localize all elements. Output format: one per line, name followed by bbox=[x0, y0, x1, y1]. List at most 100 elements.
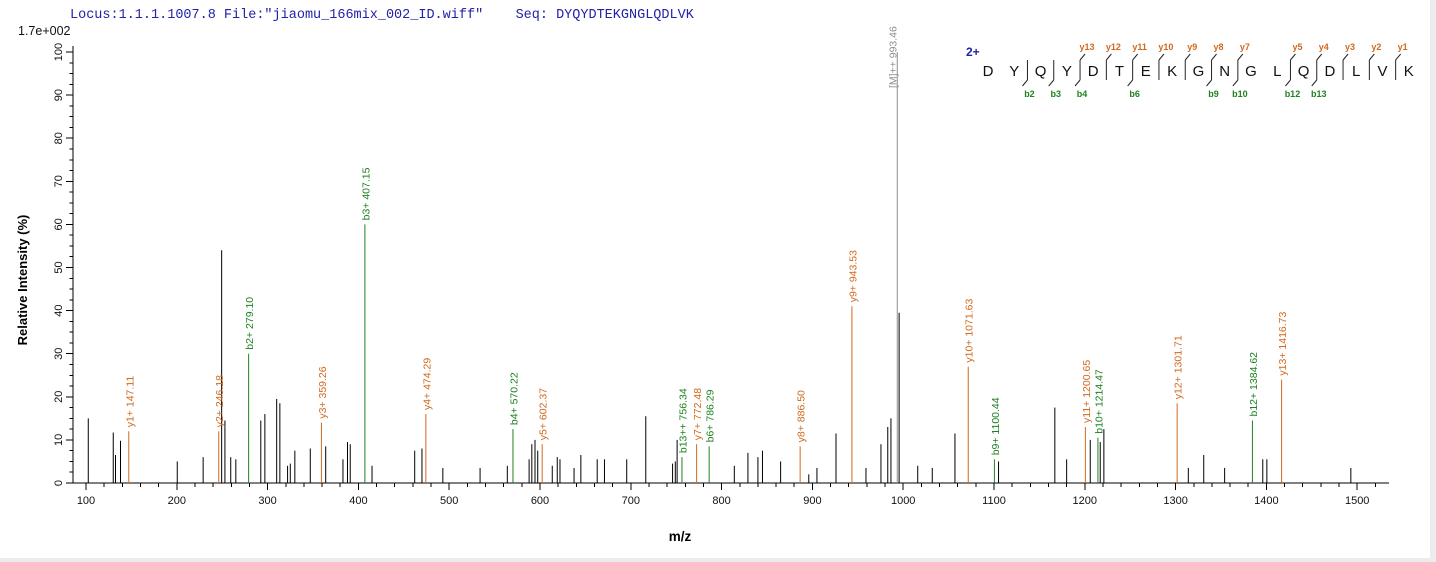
peak-label-b: b4+ 570.22 bbox=[508, 372, 520, 425]
y-ion-label: y2 bbox=[1371, 42, 1381, 52]
x-axis-tick-label: 500 bbox=[440, 495, 458, 507]
y-ion-label: y11 bbox=[1132, 42, 1147, 52]
b-ion-label: b3 bbox=[1050, 89, 1061, 99]
y-axis-tick-label: 80 bbox=[53, 132, 65, 144]
y-ion-label: y8 bbox=[1214, 42, 1224, 52]
y-ion-label: y9 bbox=[1187, 42, 1197, 52]
x-axis-tick-label: 1500 bbox=[1345, 495, 1369, 507]
x-axis-title: m/z bbox=[669, 529, 692, 544]
y-ion-label: y5 bbox=[1292, 42, 1302, 52]
peak-label-b: b13++ 756.34 bbox=[677, 388, 689, 453]
y-axis-tick-label: 30 bbox=[53, 348, 65, 360]
y-axis-title: Relative Intensity (%) bbox=[15, 215, 30, 346]
x-axis-tick-label: 1000 bbox=[891, 495, 915, 507]
b-ion-label: b13 bbox=[1311, 89, 1327, 99]
peak-label-b: b2+ 279.10 bbox=[244, 297, 256, 350]
y-axis-tick-label: 100 bbox=[53, 43, 65, 61]
peptide-residue: G bbox=[1193, 63, 1205, 80]
peak-label-b: b12+ 1384.62 bbox=[1248, 352, 1260, 417]
peak-label-y: y4+ 474.29 bbox=[421, 358, 433, 410]
b-ion-label: b9 bbox=[1208, 89, 1219, 99]
y-ion-label: y13 bbox=[1080, 42, 1095, 52]
locus-file-seq-header: Locus:1.1.1.1007.8 File:"jiaomu_166mix_0… bbox=[70, 8, 694, 23]
peak-label-y: y2+ 246.18 bbox=[214, 375, 226, 427]
b-ion-label: b6 bbox=[1129, 89, 1140, 99]
b-ion-cut-tick bbox=[1048, 79, 1055, 87]
b-ion-cut-tick bbox=[1206, 79, 1212, 87]
peptide-residue: L bbox=[1273, 63, 1281, 80]
peak-label-b: b10+ 1214.47 bbox=[1093, 369, 1105, 434]
y-axis-tick-label: 20 bbox=[53, 391, 65, 403]
peptide-residue: Q bbox=[1298, 63, 1310, 80]
x-axis-tick-label: 1100 bbox=[982, 495, 1006, 507]
peak-label-y: y9+ 943.53 bbox=[847, 250, 859, 302]
b-ion-cut-tick bbox=[1285, 79, 1291, 87]
peptide-residue: T bbox=[1115, 63, 1124, 80]
peak-label-y: y13+ 1416.73 bbox=[1277, 311, 1289, 375]
intensity-scale-note: 1.7e+002 bbox=[18, 24, 71, 38]
y-ion-label: y12 bbox=[1106, 42, 1121, 52]
y-ion-cut-tick bbox=[1316, 53, 1323, 61]
peptide-residue: K bbox=[1404, 63, 1414, 80]
y-ion-cut-tick bbox=[1342, 53, 1349, 61]
y-axis-tick-label: 60 bbox=[53, 218, 65, 230]
peptide-residue: Y bbox=[1009, 63, 1019, 80]
peptide-residue: G bbox=[1245, 63, 1257, 80]
x-axis-tick-label: 1300 bbox=[1163, 495, 1187, 507]
peak-label-b: b9+ 1100.44 bbox=[990, 397, 1002, 455]
x-axis-tick-label: 100 bbox=[77, 495, 95, 507]
y-ion-cut-tick bbox=[1211, 53, 1217, 61]
x-axis-tick-label: 1200 bbox=[1073, 495, 1097, 507]
y-ion-label: y10 bbox=[1158, 42, 1173, 52]
peak-label-b: b6+ 786.29 bbox=[705, 389, 717, 442]
x-axis-tick-label: 900 bbox=[803, 495, 821, 507]
b-ion-label: b4 bbox=[1077, 89, 1088, 99]
y-axis-tick-label: 0 bbox=[53, 480, 65, 486]
peak-label-y: y10+ 1071.63 bbox=[964, 299, 976, 363]
peak-label-b: b3+ 407.15 bbox=[360, 167, 372, 220]
peptide-residue: Q bbox=[1035, 63, 1047, 80]
window-edge-right bbox=[1430, 0, 1436, 562]
y-ion-cut-tick bbox=[1184, 53, 1191, 61]
b-ion-cut-tick bbox=[1127, 79, 1134, 87]
b-ion-label: b12 bbox=[1285, 89, 1301, 99]
b-ion-label: b2 bbox=[1024, 89, 1035, 99]
peptide-residue: V bbox=[1377, 63, 1387, 80]
y-ion-label: y4 bbox=[1319, 42, 1329, 52]
x-axis-tick-label: 800 bbox=[712, 495, 730, 507]
peak-label-y: y12+ 1301.71 bbox=[1173, 335, 1185, 399]
peptide-residue: D bbox=[983, 63, 994, 80]
y-ion-cut-tick bbox=[1290, 53, 1296, 61]
x-axis-tick-label: 200 bbox=[168, 495, 186, 507]
x-axis-tick-label: 300 bbox=[258, 495, 276, 507]
b-ion-cut-tick bbox=[1232, 79, 1239, 87]
peptide-residue: K bbox=[1167, 63, 1177, 80]
peak-label-y: y3+ 359.26 bbox=[317, 366, 329, 418]
y-ion-label: y3 bbox=[1345, 42, 1355, 52]
peak-label-precursor: [M]++ 993.46 bbox=[887, 26, 899, 88]
y-ion-cut-tick bbox=[1237, 53, 1244, 61]
y-ion-cut-tick bbox=[1395, 53, 1402, 61]
y-ion-cut-tick bbox=[1158, 53, 1165, 61]
peak-label-y: y1+ 147.11 bbox=[124, 376, 136, 428]
y-ion-label: y7 bbox=[1240, 42, 1250, 52]
x-axis-tick-label: 600 bbox=[531, 495, 549, 507]
peptide-residue: D bbox=[1324, 63, 1335, 80]
peptide-residue: Y bbox=[1062, 63, 1072, 80]
peptide-residue: E bbox=[1141, 63, 1151, 80]
y-ion-cut-tick bbox=[1079, 53, 1086, 61]
b-ion-cut-tick bbox=[1074, 79, 1081, 87]
peak-label-y: y8+ 886.50 bbox=[796, 390, 808, 442]
y-axis-tick-label: 10 bbox=[53, 434, 65, 446]
precursor-charge-label: 2+ bbox=[966, 45, 980, 59]
b-ion-cut-tick bbox=[1022, 79, 1028, 87]
y-ion-cut-tick bbox=[1105, 53, 1112, 61]
x-axis-tick-label: 400 bbox=[349, 495, 367, 507]
peak-label-y: y5+ 602.37 bbox=[538, 388, 550, 440]
x-axis-tick-label: 1400 bbox=[1254, 495, 1278, 507]
peptide-residue: L bbox=[1352, 63, 1360, 80]
x-axis-tick-label: 700 bbox=[622, 495, 640, 507]
y-axis-tick-label: 50 bbox=[53, 261, 65, 273]
